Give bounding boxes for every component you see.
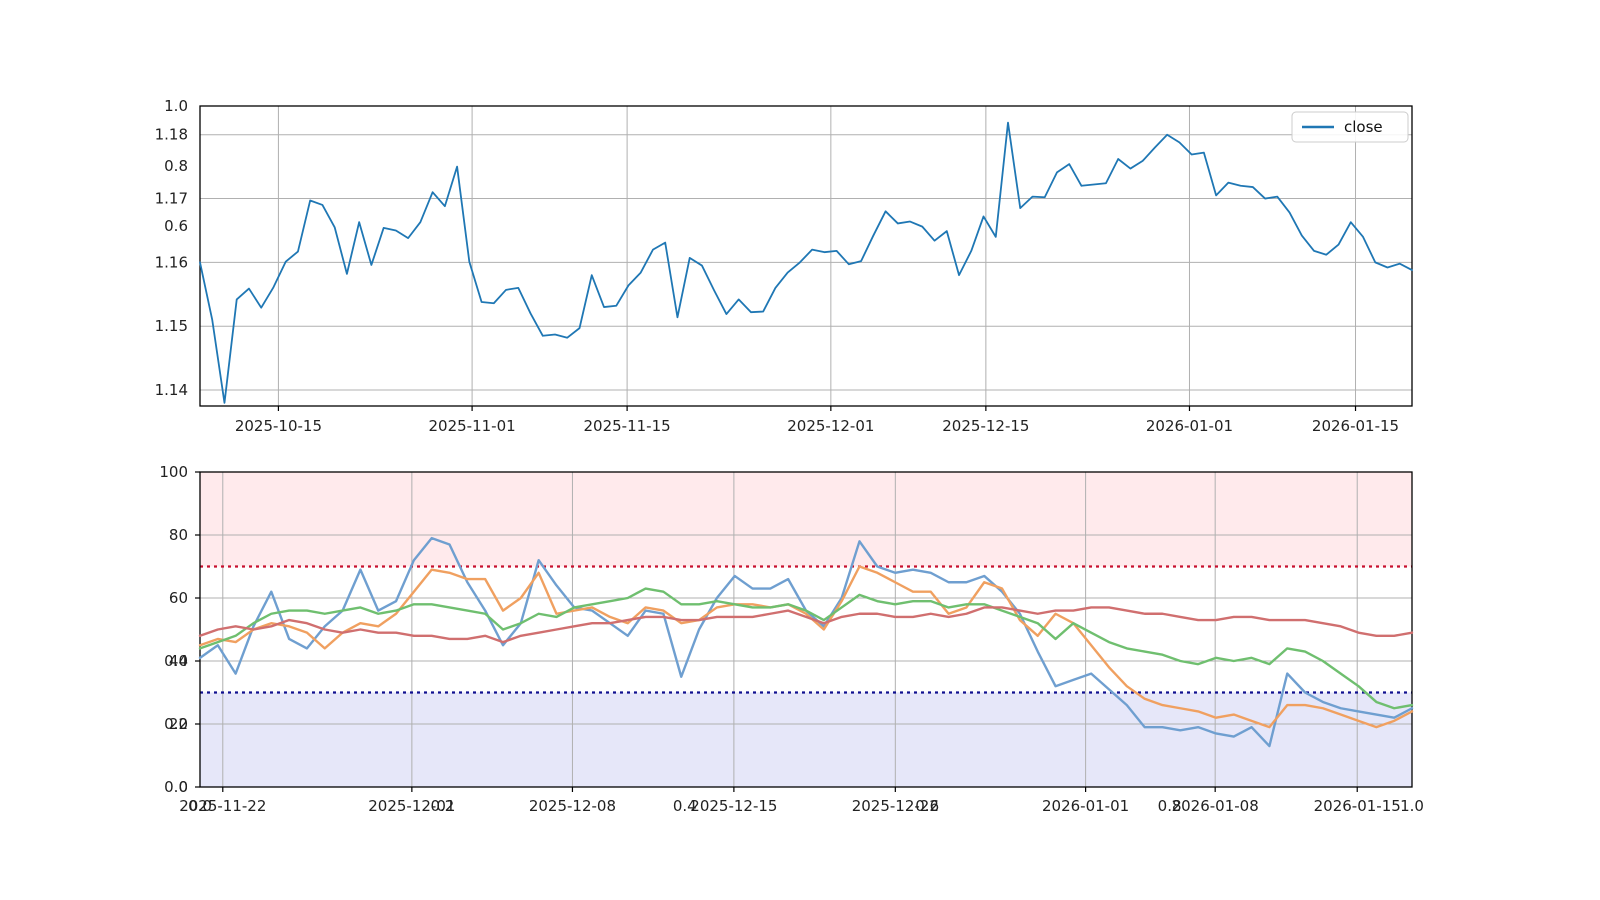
rsi-series-rsi-14 [198,565,1414,729]
price-panel: 1.14 1.15 1.16 1.17 1.18 2025-10-15 2025-11-01… [155,97,1413,435]
price-y-tick-label: 1.17 [155,190,188,208]
rsi-x-tick-label: 2025-12-22 [852,797,939,815]
rsi-y-tick-label: 0 [178,778,188,796]
price-y-tick-label: 1.15 [155,317,188,335]
rsi-x-fraction-label: 0.6 [915,797,939,815]
rsi-x-fraction-label: 0.4 [673,797,697,815]
price-x-tick-label: 2025-12-15 [942,417,1029,435]
rsi-x-fraction-label: 0.2 [430,797,454,815]
rsi-overbought-band [200,472,1412,567]
price-x-tick-label: 2026-01-01 [1146,417,1233,435]
rsi-y-fraction-label: 0.2 [164,715,188,733]
price-x-tick-label: 2025-11-01 [429,417,516,435]
rsi-y-fraction-label: 0.0 [164,778,188,796]
price-legend-box [1291,111,1409,143]
rsi-series-rsi-42 [198,606,1414,644]
rsi-x-tick-label: 2026-01-08 [1172,797,1259,815]
rsi-x-tick-label: 2025-11-22 [179,797,266,815]
price-y-fraction-label: 1.0 [164,97,188,115]
rsi-y-tick-label: 80 [169,526,188,544]
rsi-x-tick-label: 2025-12-08 [529,797,616,815]
price-y-tick-label: 1.14 [155,381,188,399]
rsi-panel: 0 20 40 60 80 100 2025-11-22 2025-12-01 2025-12-… [159,463,1424,815]
rsi-x-fraction-label: 0.8 [1158,797,1182,815]
rsi-y-tick-label: 40 [169,652,188,670]
price-legend-label-close: close [1344,118,1383,136]
price-axes-frame [199,105,1413,407]
rsi-y-tick-label: 20 [169,715,188,733]
rsi-x-tick-label: 2025-12-15 [690,797,777,815]
price-y-tick-label: 1.16 [155,253,188,271]
rsi-x-tick-label: 2026-01-01 [1042,797,1129,815]
price-y-fraction-label: 0.8 [164,157,188,175]
rsi-x-fraction-label: 1.0 [1400,797,1424,815]
price-y-tick-label: 1.18 [155,126,188,144]
price-x-tick-label: 2026-01-15 [1312,417,1399,435]
price-x-tick-label: 2025-10-15 [235,417,322,435]
price-x-tick-label: 2025-12-01 [787,417,874,435]
rsi-axes-frame [199,471,1413,788]
rsi-series-rsi-22 [198,587,1414,710]
rsi-x-tick-label: 2026-01-15 [1314,797,1401,815]
rsi-y-tick-label: 100 [159,463,188,481]
rsi-x-fraction-label: 0.0 [188,797,212,815]
price-x-tick-label: 2025-11-15 [584,417,671,435]
price-series-close [199,121,1413,404]
rsi-x-tick-label: 2025-12-01 [368,797,455,815]
price-y-fraction-label: 0.6 [164,217,188,235]
rsi-y-tick-label: 60 [169,589,188,607]
rsi-y-fraction-label: 0.4 [164,652,188,670]
rsi-oversold-band [200,692,1412,787]
